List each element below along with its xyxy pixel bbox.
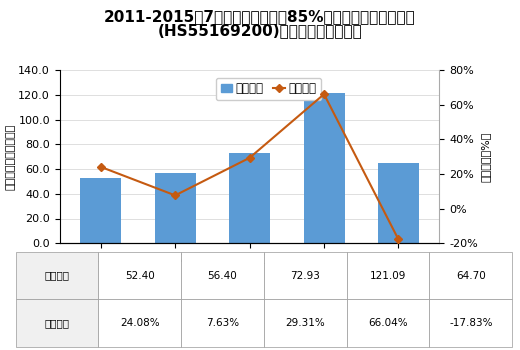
- Y-axis label: 出口金額（百萬美元）: 出口金額（百萬美元）: [6, 124, 16, 190]
- Bar: [155, 174, 196, 243]
- Bar: [229, 153, 270, 243]
- Text: (HS55169200)出口總額及增速統計: (HS55169200)出口總額及增速統計: [158, 23, 362, 38]
- Bar: [378, 163, 419, 243]
- Legend: 出口金額, 同比增長: 出口金額, 同比增長: [216, 78, 321, 100]
- Text: 2011-2015年7月人造纖維短纖＜85%與其他纖維混紡染色布: 2011-2015年7月人造纖維短纖＜85%與其他纖維混紡染色布: [104, 9, 416, 24]
- Bar: [304, 93, 345, 243]
- Bar: [80, 178, 121, 243]
- Y-axis label: 同比增速（%）: 同比增速（%）: [480, 132, 491, 182]
